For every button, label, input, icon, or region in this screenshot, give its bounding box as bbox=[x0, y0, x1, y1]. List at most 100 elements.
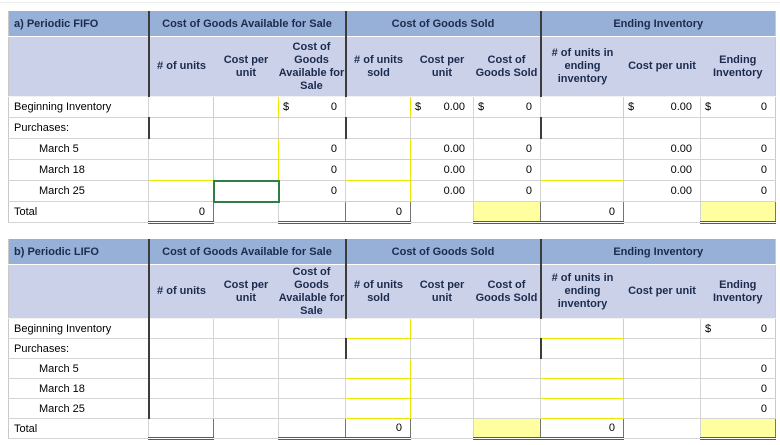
input-cell[interactable] bbox=[540, 138, 624, 160]
table-row: March 25 0 bbox=[8, 398, 776, 419]
input-cell[interactable] bbox=[345, 318, 411, 339]
empty-cell bbox=[147, 117, 214, 139]
input-cell[interactable] bbox=[345, 378, 411, 399]
input-cell[interactable] bbox=[345, 398, 411, 419]
input-cell[interactable] bbox=[345, 159, 411, 181]
col-header-units: # of units bbox=[147, 264, 214, 319]
input-cell[interactable] bbox=[345, 138, 411, 160]
col-header-cost-per-unit: Cost per unit bbox=[410, 36, 474, 97]
value-cell: 0.00 bbox=[410, 138, 474, 160]
cell-value: 0 bbox=[330, 101, 337, 113]
empty-cell bbox=[473, 117, 541, 139]
empty-cell bbox=[147, 398, 214, 419]
row-label: Total bbox=[8, 418, 149, 439]
empty-cell bbox=[539, 338, 624, 359]
answer-highlight-cell bbox=[700, 201, 776, 224]
value-cell: 0.00 bbox=[623, 159, 701, 181]
cell-value: 0.00 bbox=[443, 101, 465, 113]
empty-cell bbox=[410, 378, 474, 399]
total-value-cell: 0 bbox=[345, 418, 411, 440]
fifo-blank-header-cell bbox=[8, 36, 149, 97]
value-cell: 0 bbox=[278, 138, 346, 160]
total-value-cell: 0 bbox=[148, 201, 214, 224]
input-cell[interactable] bbox=[148, 159, 214, 181]
col-header-cost-per-unit: Cost per unit bbox=[623, 36, 701, 97]
table-row: March 5 0 0.00 0 0.00 0 bbox=[8, 138, 776, 160]
input-cell[interactable] bbox=[345, 358, 411, 379]
cell-value: 0 bbox=[760, 101, 767, 113]
input-cell[interactable] bbox=[213, 159, 279, 181]
col-header-cost-per-unit: Cost per unit bbox=[410, 264, 474, 319]
currency-symbol: $ bbox=[415, 101, 422, 113]
col-header-cogs: Cost of Goods Sold bbox=[473, 264, 541, 319]
empty-cell bbox=[278, 378, 346, 399]
input-cell[interactable] bbox=[213, 138, 279, 160]
col-header-units-sold: # of units sold bbox=[344, 264, 411, 319]
value-cell: 0 bbox=[473, 138, 541, 160]
empty-cell bbox=[213, 201, 279, 223]
empty-cell bbox=[700, 117, 776, 139]
empty-cell bbox=[623, 378, 701, 399]
input-cell[interactable] bbox=[540, 180, 624, 202]
cell-value: 0 bbox=[525, 101, 532, 113]
empty-cell bbox=[278, 338, 346, 359]
currency-symbol: $ bbox=[628, 101, 635, 113]
table-row: Total 0 0 bbox=[8, 418, 776, 440]
input-cell[interactable] bbox=[540, 378, 624, 399]
currency-symbol: $ bbox=[478, 101, 485, 113]
value-cell: 0 bbox=[473, 159, 541, 181]
value-cell: 0 bbox=[700, 180, 776, 202]
input-cell[interactable] bbox=[148, 138, 214, 160]
col-header-ending-inventory: Ending Inventory bbox=[700, 36, 776, 97]
total-blank-cell bbox=[278, 418, 346, 440]
row-label: Beginning Inventory bbox=[8, 96, 149, 118]
lifo-group-header-row: b) Periodic LIFO Cost of Goods Available… bbox=[8, 239, 776, 265]
col-header-units: # of units bbox=[147, 36, 214, 97]
currency-symbol: $ bbox=[705, 322, 712, 335]
empty-cell bbox=[213, 117, 279, 139]
input-cell[interactable] bbox=[345, 96, 411, 118]
empty-cell bbox=[473, 338, 541, 359]
empty-cell bbox=[147, 318, 214, 339]
input-cell[interactable] bbox=[148, 96, 214, 118]
col-header-cost-per-unit: Cost per unit bbox=[213, 264, 279, 319]
fifo-group-header-ending-inventory: Ending Inventory bbox=[539, 11, 776, 37]
empty-cell bbox=[623, 358, 701, 379]
input-cell[interactable] bbox=[540, 398, 624, 419]
value-cell: $0.00 bbox=[623, 96, 701, 118]
row-label: Purchases: bbox=[8, 117, 149, 139]
answer-highlight-cell bbox=[473, 418, 541, 440]
selected-input-cell[interactable] bbox=[212, 179, 280, 203]
empty-cell bbox=[623, 338, 701, 359]
input-cell[interactable] bbox=[213, 96, 279, 118]
value-cell: 0.00 bbox=[623, 138, 701, 160]
input-cell[interactable] bbox=[540, 358, 624, 379]
lifo-blank-header-cell bbox=[8, 264, 149, 319]
empty-cell bbox=[623, 201, 701, 223]
empty-cell bbox=[473, 358, 541, 379]
input-cell[interactable] bbox=[540, 159, 624, 181]
input-cell[interactable] bbox=[540, 318, 624, 339]
col-header-cost-per-unit: Cost per unit bbox=[623, 264, 701, 319]
row-label: Total bbox=[8, 201, 149, 223]
empty-cell bbox=[213, 418, 279, 439]
total-value-cell: 0 bbox=[540, 418, 624, 440]
empty-cell bbox=[623, 318, 701, 339]
total-value-cell: 0 bbox=[345, 201, 411, 224]
empty-cell bbox=[213, 338, 279, 359]
row-label: March 25 bbox=[8, 398, 149, 419]
lifo-group-header-goods-available: Cost of Goods Available for Sale bbox=[147, 239, 346, 265]
input-cell[interactable] bbox=[540, 96, 624, 118]
empty-cell bbox=[278, 398, 346, 419]
col-header-cogas: Cost of Goods Available for Sale bbox=[278, 36, 346, 97]
empty-cell bbox=[278, 358, 346, 379]
input-cell[interactable] bbox=[148, 180, 214, 202]
col-header-cost-per-unit: Cost per unit bbox=[213, 36, 279, 97]
value-cell: 0.00 bbox=[410, 180, 474, 202]
empty-cell bbox=[700, 338, 776, 359]
input-cell[interactable] bbox=[345, 180, 411, 202]
empty-cell bbox=[473, 398, 541, 419]
fifo-table: a) Periodic FIFO Cost of Goods Available… bbox=[8, 11, 776, 224]
row-label: March 18 bbox=[8, 378, 149, 399]
